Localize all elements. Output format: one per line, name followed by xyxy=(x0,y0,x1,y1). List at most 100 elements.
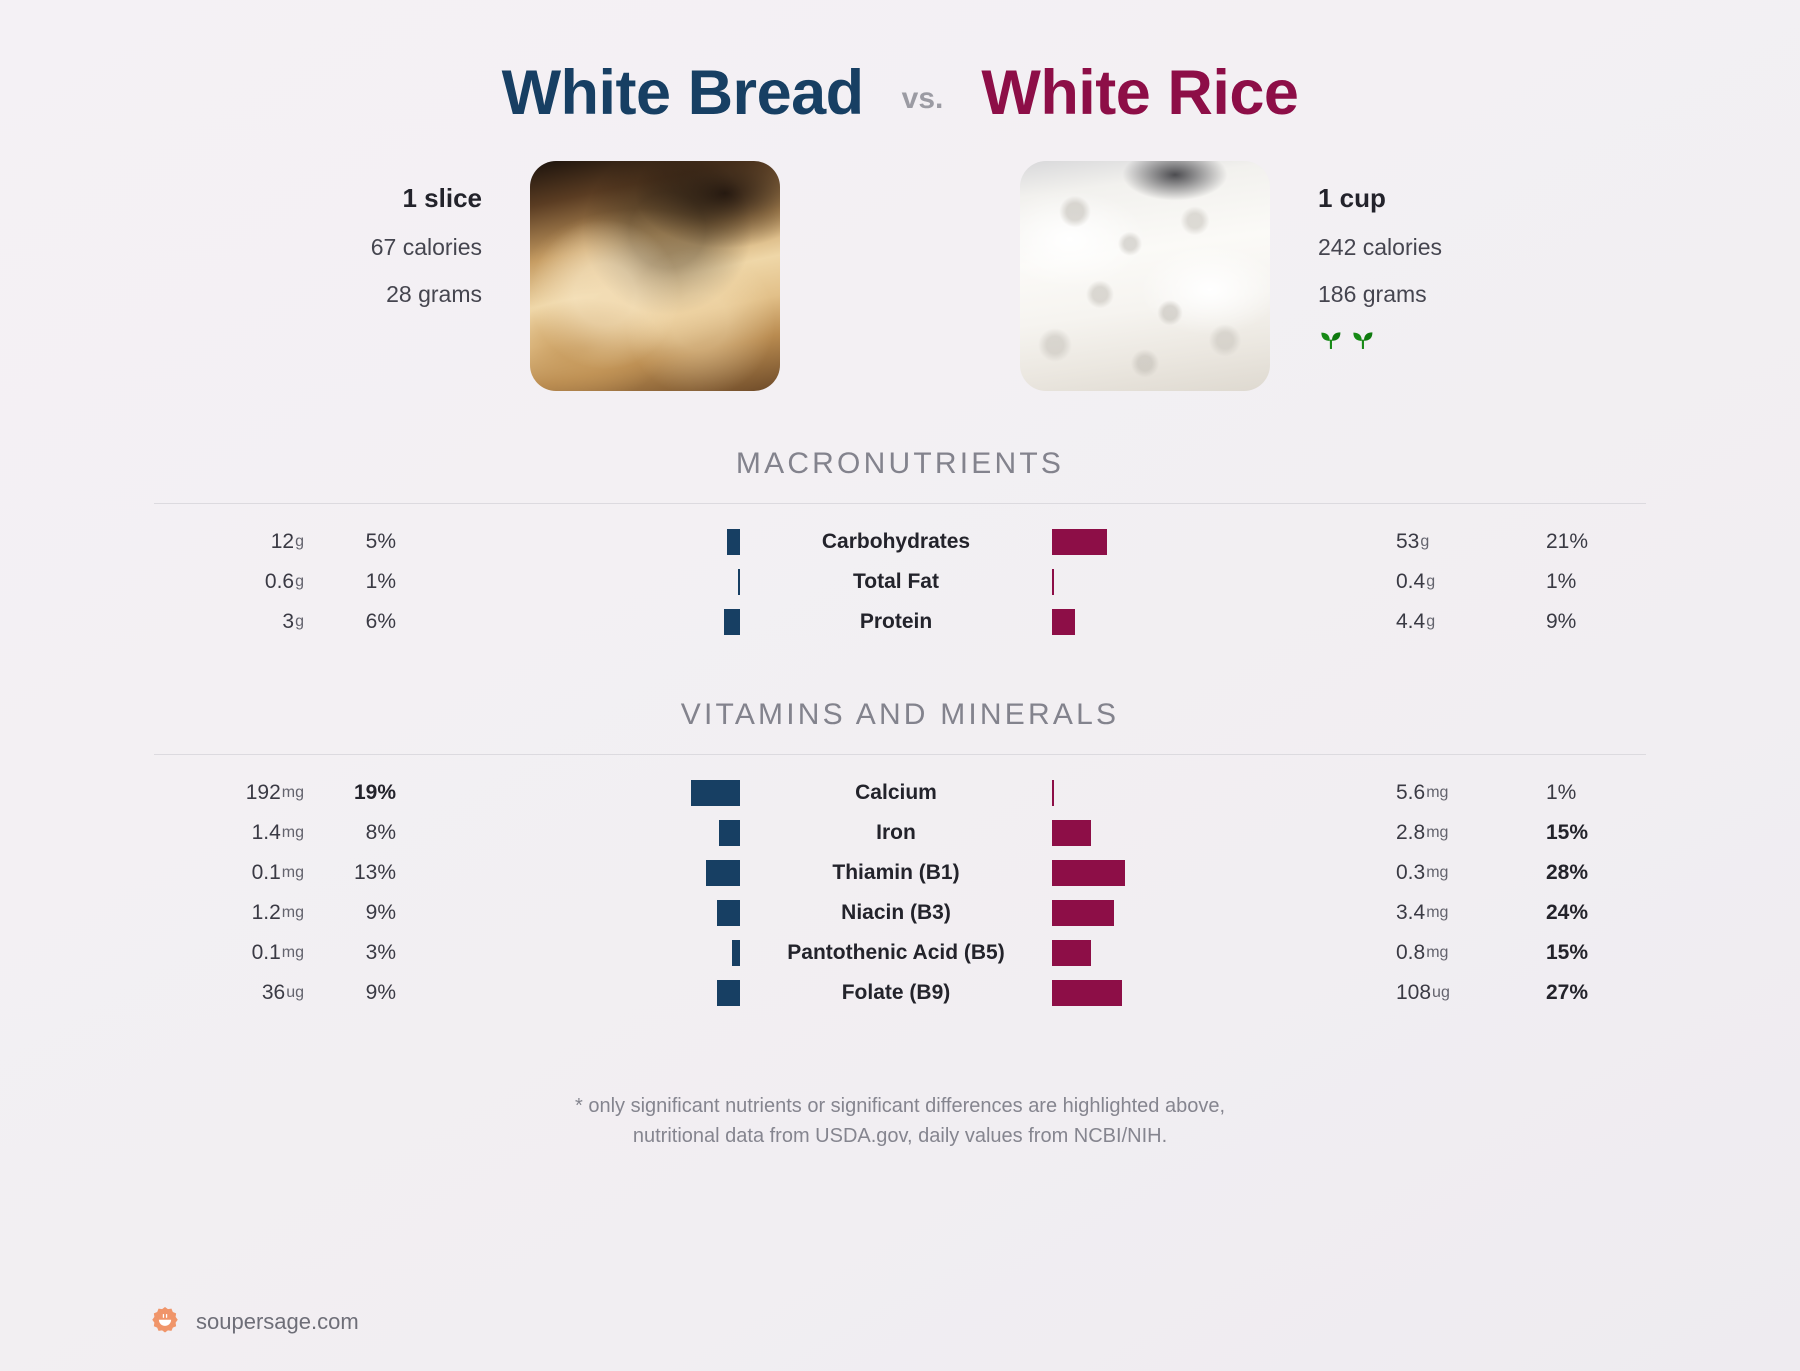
left-bar xyxy=(716,900,740,926)
right-percent: 27% xyxy=(1546,981,1638,1005)
nutrient-row: 0.1 mg 13% Thiamin (B1) 0.3 mg 28% xyxy=(154,853,1646,893)
diet-icons-right xyxy=(1318,326,1376,352)
right-percent-label: 21% xyxy=(1546,530,1589,553)
left-percent-label: 6% xyxy=(365,610,396,633)
right-bar-track xyxy=(1046,940,1382,966)
serving-size-right: 1 cup xyxy=(1318,183,1386,213)
page-title-right: White Rice xyxy=(981,58,1299,128)
page-title-left: White Bread xyxy=(501,58,865,128)
nutrient-row: 1.4 mg 8% Iron 2.8 mg 15% xyxy=(154,813,1646,853)
section-title-vitamins: VITAMINS AND MINERALS xyxy=(680,698,1120,731)
nutrient-label: Iron xyxy=(876,821,916,844)
right-bar xyxy=(1052,609,1076,635)
nutrient-label: Niacin (B3) xyxy=(841,901,951,924)
left-amount-number: 192 xyxy=(245,781,281,804)
right-amount-unit: mg xyxy=(1426,864,1449,881)
footnote: * only significant nutrients or signific… xyxy=(0,1091,1800,1151)
right-amount-unit: mg xyxy=(1426,824,1449,841)
right-amount-number: 5.6 xyxy=(1396,781,1426,804)
left-bar xyxy=(738,569,740,595)
calories-left: 67 calories xyxy=(370,234,482,260)
right-bar xyxy=(1052,820,1091,846)
serving-size-left: 1 slice xyxy=(402,183,482,213)
footnote-line-1: * only significant nutrients or signific… xyxy=(574,1095,1226,1117)
right-bar-track xyxy=(1046,860,1382,886)
section-divider xyxy=(154,503,1646,504)
right-amount: 3.4 mg xyxy=(1382,901,1546,925)
left-amount-unit: g xyxy=(295,573,304,590)
left-amount: 0.1 mg xyxy=(154,861,304,885)
brand[interactable]: soupersage.com xyxy=(148,1305,359,1339)
left-amount-unit: mg xyxy=(281,944,304,961)
left-percent: 6% xyxy=(304,610,410,634)
sprout-icon xyxy=(1353,332,1373,349)
vitamins-minerals-table: 192 mg 19% Calcium 5.6 mg 1% 1.4 mg 8% Iron 2.8 mg 15… xyxy=(154,755,1646,1013)
nutrient-row: 192 mg 19% Calcium 5.6 mg 1% xyxy=(154,773,1646,813)
right-percent: 15% xyxy=(1546,821,1638,845)
right-amount-unit: mg xyxy=(1426,784,1449,801)
nutrient-label: Total Fat xyxy=(853,570,939,593)
calories-right: 242 calories xyxy=(1318,234,1443,260)
left-percent-label: 9% xyxy=(365,981,396,1004)
left-bar-track xyxy=(410,900,746,926)
right-amount: 4.4 g xyxy=(1382,610,1546,634)
left-amount-unit: mg xyxy=(281,904,304,921)
left-bar-track xyxy=(410,529,746,555)
left-bar-track xyxy=(410,569,746,595)
right-bar xyxy=(1052,860,1125,886)
left-amount: 192 mg xyxy=(154,781,304,805)
section-divider xyxy=(154,754,1646,755)
left-bar-track xyxy=(410,820,746,846)
left-bar xyxy=(690,780,740,806)
left-amount-unit: mg xyxy=(281,784,304,801)
right-amount-unit: mg xyxy=(1426,944,1449,961)
right-percent-label: 15% xyxy=(1546,941,1589,964)
weight-left: 28 grams xyxy=(386,281,482,307)
serving-summary-left: 1 slice 67 calories 28 grams xyxy=(122,161,530,308)
right-bar-track xyxy=(1046,609,1382,635)
serving-summary-right: 1 cup 242 calories 186 grams xyxy=(1270,161,1678,352)
left-amount-number: 3 xyxy=(282,610,295,633)
left-amount-unit: g xyxy=(295,533,304,550)
left-amount-number: 1.2 xyxy=(251,901,281,924)
right-amount: 0.8 mg xyxy=(1382,941,1546,965)
left-bar xyxy=(719,820,740,846)
right-percent-label: 27% xyxy=(1546,981,1589,1004)
right-percent: 24% xyxy=(1546,901,1638,925)
left-amount-number: 12 xyxy=(270,530,295,553)
left-amount-number: 1.4 xyxy=(251,821,281,844)
right-percent: 1% xyxy=(1546,781,1638,805)
left-percent: 13% xyxy=(304,861,410,885)
left-amount: 0.1 mg xyxy=(154,941,304,965)
right-bar xyxy=(1052,529,1107,555)
left-bar-track xyxy=(410,980,746,1006)
footnote-line-2: nutritional data from USDA.gov, daily va… xyxy=(632,1125,1168,1147)
left-bar-track xyxy=(410,860,746,886)
left-percent-label: 13% xyxy=(353,861,396,884)
right-bar-track xyxy=(1046,529,1382,555)
right-percent: 28% xyxy=(1546,861,1638,885)
header: White Bread vs. White Rice xyxy=(0,0,1800,125)
left-bar xyxy=(724,609,740,635)
right-amount: 5.6 mg xyxy=(1382,781,1546,805)
right-amount-number: 3.4 xyxy=(1396,901,1426,924)
nutrient-row: 12 g 5% Carbohydrates 53 g 21% xyxy=(154,522,1646,562)
left-bar xyxy=(706,860,740,886)
nutrient-label: Protein xyxy=(859,610,933,633)
left-amount: 1.4 mg xyxy=(154,821,304,845)
right-amount-unit: g xyxy=(1426,613,1436,630)
right-amount-unit: mg xyxy=(1426,904,1449,921)
left-bar xyxy=(716,980,740,1006)
left-bar xyxy=(727,529,740,555)
right-percent-label: 15% xyxy=(1546,821,1589,844)
left-bar xyxy=(732,940,740,966)
right-amount-number: 0.8 xyxy=(1396,941,1426,964)
left-amount: 1.2 mg xyxy=(154,901,304,925)
right-bar-track xyxy=(1046,820,1382,846)
right-bar-track xyxy=(1046,980,1382,1006)
right-amount-unit: ug xyxy=(1432,984,1450,1001)
right-bar xyxy=(1052,900,1115,926)
section-title-macronutrients: MACRONUTRIENTS xyxy=(735,447,1065,480)
